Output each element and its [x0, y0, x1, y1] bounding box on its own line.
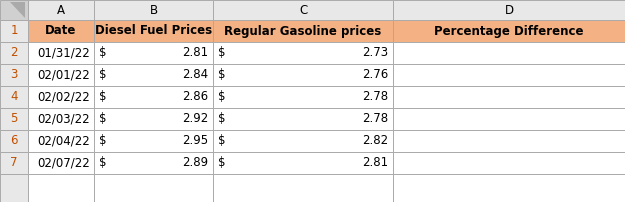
Bar	[393, 152, 625, 174]
Bar	[28, 64, 94, 86]
Text: A: A	[57, 3, 65, 17]
Bar	[94, 20, 213, 42]
Bar	[94, 64, 213, 86]
Bar	[393, 174, 625, 202]
Text: 2.73: 2.73	[362, 46, 388, 60]
Text: 4: 4	[10, 90, 18, 103]
Text: D: D	[504, 3, 514, 17]
Text: $: $	[218, 68, 226, 81]
Bar	[94, 0, 213, 20]
Text: C: C	[299, 3, 307, 17]
Text: 1: 1	[10, 24, 18, 38]
Bar	[28, 42, 94, 64]
Text: $: $	[99, 135, 106, 147]
Bar	[0, 64, 28, 86]
Bar	[0, 152, 28, 174]
Bar	[28, 86, 94, 108]
Bar	[94, 42, 213, 64]
Bar	[393, 20, 625, 42]
Text: Date: Date	[46, 24, 77, 38]
Bar	[213, 152, 393, 174]
Text: 2.86: 2.86	[182, 90, 208, 103]
Text: 5: 5	[10, 113, 18, 125]
Bar	[393, 130, 625, 152]
Bar	[94, 108, 213, 130]
Text: $: $	[99, 113, 106, 125]
Text: 2: 2	[10, 46, 18, 60]
Text: 2.81: 2.81	[182, 46, 208, 60]
Bar	[94, 130, 213, 152]
Text: 6: 6	[10, 135, 18, 147]
Text: 2.82: 2.82	[362, 135, 388, 147]
Bar	[94, 174, 213, 202]
Bar	[0, 0, 28, 20]
Text: $: $	[218, 90, 226, 103]
Text: $: $	[218, 46, 226, 60]
Bar	[393, 86, 625, 108]
Text: 2.84: 2.84	[182, 68, 208, 81]
Text: $: $	[99, 90, 106, 103]
Bar	[213, 0, 393, 20]
Bar	[94, 86, 213, 108]
Text: 02/01/22: 02/01/22	[38, 68, 90, 81]
Bar	[213, 64, 393, 86]
Text: 2.89: 2.89	[182, 157, 208, 169]
Text: 2.92: 2.92	[182, 113, 208, 125]
Bar	[28, 174, 94, 202]
Text: 7: 7	[10, 157, 18, 169]
Bar	[213, 130, 393, 152]
Text: Diesel Fuel Prices: Diesel Fuel Prices	[95, 24, 212, 38]
Bar	[28, 0, 94, 20]
Text: 2.81: 2.81	[362, 157, 388, 169]
Text: $: $	[218, 157, 226, 169]
Bar	[393, 108, 625, 130]
Bar	[0, 42, 28, 64]
Bar	[393, 42, 625, 64]
Bar	[0, 20, 28, 42]
Text: 01/31/22: 01/31/22	[38, 46, 90, 60]
Text: B: B	[149, 3, 158, 17]
Bar	[0, 130, 28, 152]
Bar	[28, 108, 94, 130]
Text: 02/04/22: 02/04/22	[38, 135, 90, 147]
Bar	[213, 174, 393, 202]
Bar	[28, 20, 94, 42]
Bar	[94, 152, 213, 174]
Text: 2.78: 2.78	[362, 90, 388, 103]
Text: $: $	[218, 135, 226, 147]
Text: 02/02/22: 02/02/22	[38, 90, 90, 103]
Text: 02/03/22: 02/03/22	[38, 113, 90, 125]
Text: Regular Gasoline prices: Regular Gasoline prices	[224, 24, 382, 38]
Bar	[28, 130, 94, 152]
Bar	[0, 108, 28, 130]
Text: 2.76: 2.76	[362, 68, 388, 81]
Text: 02/07/22: 02/07/22	[38, 157, 90, 169]
Text: Percentage Difference: Percentage Difference	[434, 24, 584, 38]
Bar	[213, 108, 393, 130]
Bar	[0, 86, 28, 108]
Bar	[213, 86, 393, 108]
Text: $: $	[218, 113, 226, 125]
Bar	[28, 152, 94, 174]
Bar	[0, 174, 28, 202]
Text: 3: 3	[10, 68, 18, 81]
Text: $: $	[99, 157, 106, 169]
Bar	[393, 64, 625, 86]
Polygon shape	[10, 2, 25, 18]
Text: $: $	[99, 46, 106, 60]
Text: 2.78: 2.78	[362, 113, 388, 125]
Bar	[213, 20, 393, 42]
Text: 2.95: 2.95	[182, 135, 208, 147]
Bar	[393, 0, 625, 20]
Bar	[213, 42, 393, 64]
Text: $: $	[99, 68, 106, 81]
